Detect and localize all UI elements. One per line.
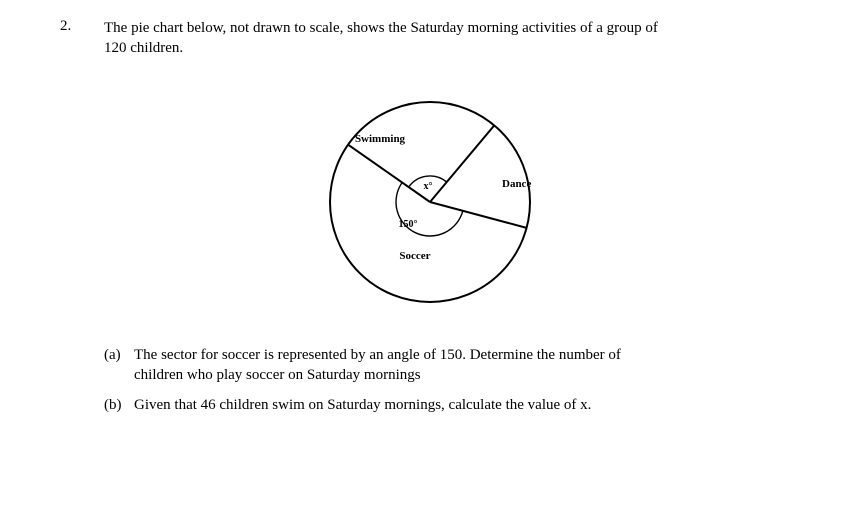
- svg-text:150°: 150°: [399, 219, 418, 230]
- svg-text:Dance: Dance: [502, 178, 531, 190]
- svg-text:Soccer: Soccer: [399, 250, 430, 262]
- part-a-label: (a): [104, 345, 121, 365]
- pie-chart: Swimming Dance Soccer x° 150°: [280, 87, 600, 317]
- part-a: (a) The sector for soccer is represented…: [104, 345, 800, 386]
- part-a-line-2: children who play soccer on Saturday mor…: [134, 367, 421, 383]
- svg-text:Swimming: Swimming: [355, 133, 406, 145]
- pie-chart-container: Swimming Dance Soccer x° 150°: [80, 87, 800, 317]
- stem-line-1: The pie chart below, not drawn to scale,…: [104, 20, 658, 36]
- question-stem: The pie chart below, not drawn to scale,…: [104, 18, 800, 59]
- exam-question-page: 2. The pie chart below, not drawn to sca…: [0, 0, 860, 510]
- question-parts: (a) The sector for soccer is represented…: [104, 345, 800, 416]
- question-number: 2.: [60, 18, 71, 35]
- part-b-text: Given that 46 children swim on Saturday …: [134, 397, 591, 413]
- part-b: (b) Given that 46 children swim on Satur…: [104, 395, 800, 415]
- stem-line-2: 120 children.: [104, 40, 183, 56]
- part-a-line-1: The sector for soccer is represented by …: [134, 347, 621, 363]
- part-b-label: (b): [104, 395, 122, 415]
- svg-text:x°: x°: [424, 181, 433, 192]
